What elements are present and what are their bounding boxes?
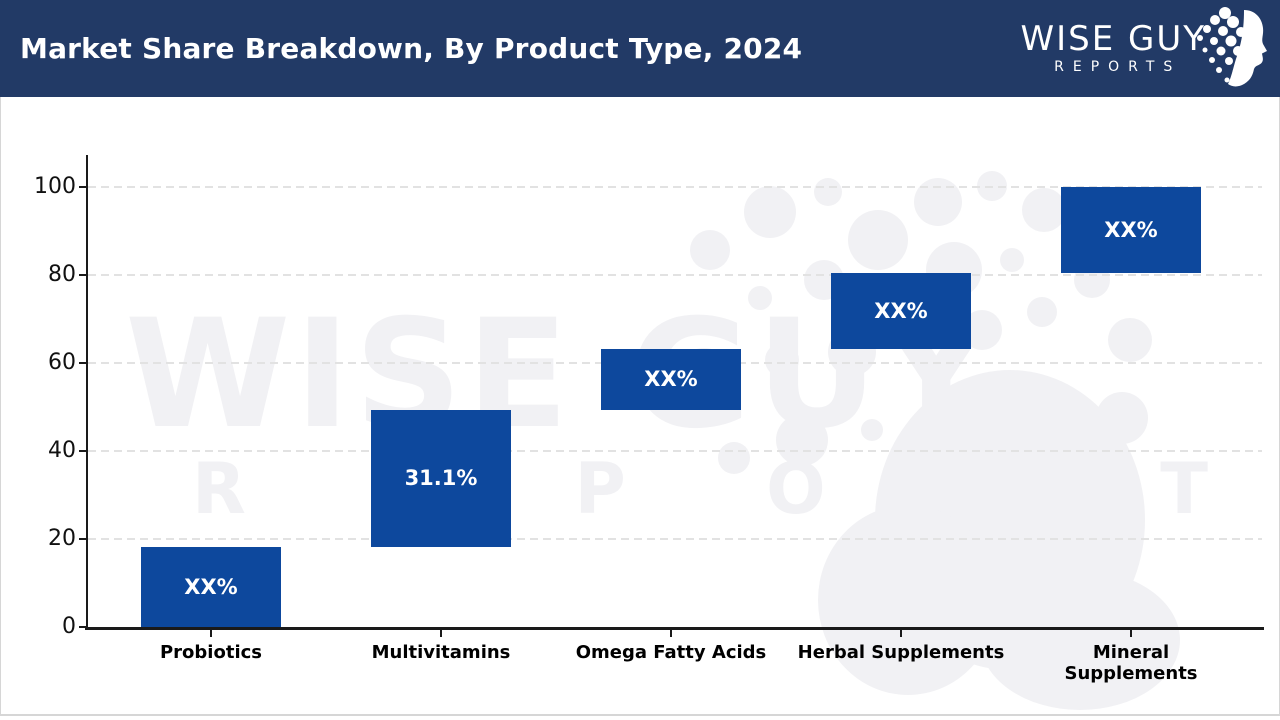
bar-probiotics: XX% (141, 546, 281, 627)
logo-primary-text: WISE GUY (1020, 18, 1206, 59)
x-tick-label: Mineral Supplements (1016, 642, 1246, 684)
y-tick-label: 60 (48, 350, 76, 375)
x-tick-label-line: Mineral (1092, 642, 1170, 663)
y-tick-mark (79, 274, 87, 276)
gridline-y20 (88, 538, 1262, 540)
y-tick-label: 0 (62, 614, 76, 639)
bar-value-label: XX% (644, 367, 698, 392)
gridline-y100 (88, 186, 1262, 188)
bar-value-label: XX% (874, 299, 928, 324)
x-tick-mark (440, 630, 442, 637)
x-tick-label: Probiotics (96, 642, 326, 663)
bar-value-label: XX% (184, 574, 238, 599)
x-tick-label-line: Probiotics (159, 642, 262, 663)
frame-left-border (0, 97, 1, 716)
x-tick-label: Herbal Supplements (786, 642, 1016, 663)
bar-value-label: 31.1% (404, 466, 478, 491)
x-tick-label-line: Multivitamins (371, 642, 511, 663)
logo-face-icon (1197, 6, 1267, 86)
y-tick-mark (79, 186, 87, 188)
y-axis-line (86, 155, 88, 630)
chart-plot-area: 0 20 40 60 80 100 XX% Probiotics 31.1% Multivitam… (0, 97, 1280, 720)
y-tick-mark (79, 538, 87, 540)
x-tick-mark (210, 630, 212, 637)
bar-mineral-supplements: XX% (1061, 187, 1201, 274)
gridline-y80 (88, 274, 1262, 276)
bar-omega-fatty-acids: XX% (601, 348, 741, 411)
y-tick-label: 20 (48, 526, 76, 551)
y-tick-label: 40 (48, 438, 76, 463)
logo-secondary-text: REPORTS (1054, 59, 1182, 76)
y-tick-mark (79, 450, 87, 452)
page-title: Market Share Breakdown, By Product Type,… (20, 32, 803, 65)
x-tick-label-line: Herbal Supplements (797, 642, 1005, 663)
x-tick-label-line: Omega Fatty Acids (575, 642, 767, 663)
frame-bottom-border (0, 714, 1280, 716)
gridline-y40 (88, 450, 1262, 452)
x-tick-label: Omega Fatty Acids (556, 642, 786, 663)
logo-text: WISE GUY REPORTS (1020, 18, 1206, 76)
y-tick-mark (79, 626, 87, 628)
bar-herbal-supplements: XX% (831, 273, 971, 349)
y-tick-label: 80 (48, 262, 76, 287)
x-tick-label: Multivitamins (326, 642, 556, 663)
wiseguy-logo: WISE GUY REPORTS (1020, 0, 1268, 97)
bar-multivitamins: 31.1% (371, 410, 511, 547)
x-tick-mark (900, 630, 902, 637)
x-tick-label-line: Supplements (1064, 663, 1198, 684)
x-tick-mark (1130, 630, 1132, 637)
y-tick-mark (79, 362, 87, 364)
x-axis-line (85, 627, 1264, 630)
bar-value-label: XX% (1104, 218, 1158, 243)
y-tick-label: 100 (34, 174, 76, 199)
x-tick-mark (670, 630, 672, 637)
header-bar: Market Share Breakdown, By Product Type,… (0, 0, 1280, 97)
